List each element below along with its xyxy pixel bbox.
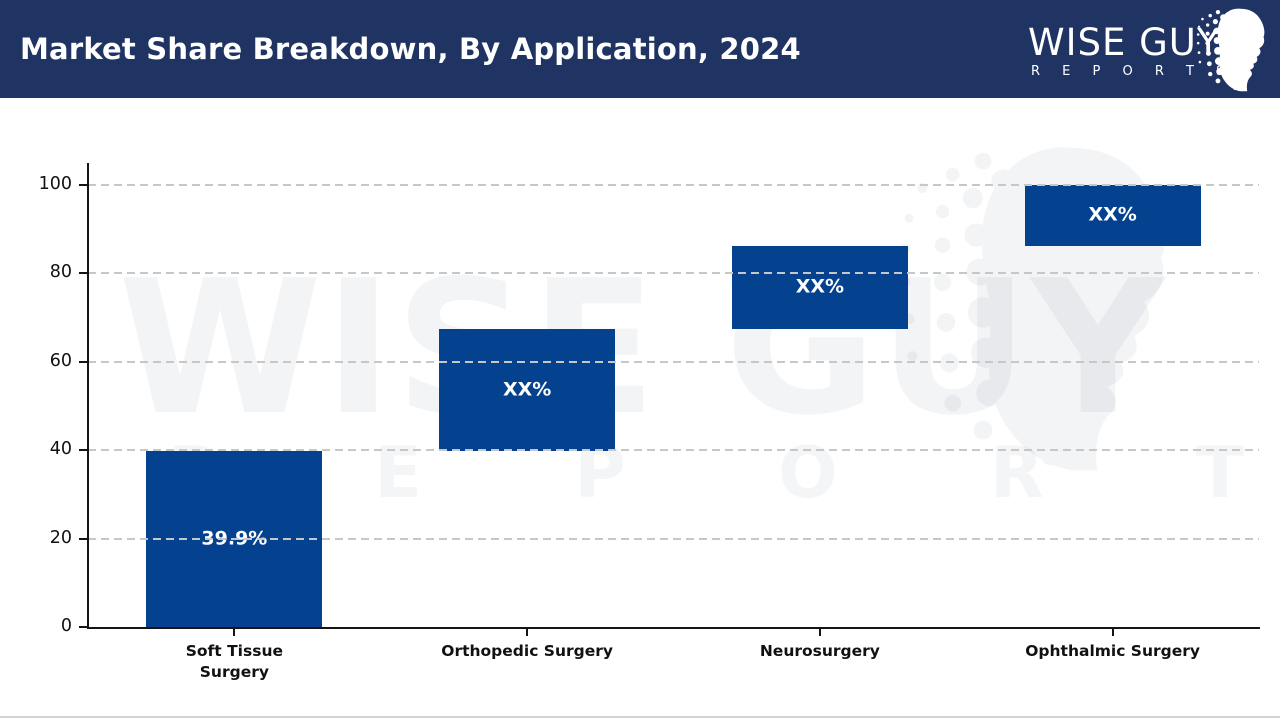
y-tick-mark	[79, 184, 87, 187]
x-tick-mark	[233, 629, 236, 636]
bar: XX%	[731, 245, 908, 329]
y-tick-label: 20	[49, 527, 72, 548]
watermark-wordmark: WISE GUY	[118, 240, 1167, 456]
bar-value-label: XX%	[502, 378, 552, 401]
y-tick-label: 100	[38, 174, 72, 195]
y-tick-label: 80	[49, 262, 72, 283]
y-tick-label: 40	[49, 439, 72, 460]
gridline	[88, 360, 1259, 363]
bar: XX%	[439, 328, 616, 451]
y-tick-mark	[79, 360, 87, 363]
footer-divider	[0, 716, 1280, 718]
y-tick-label: 0	[60, 616, 72, 636]
x-tick-label: Neurosurgery	[759, 642, 880, 660]
x-tick-label: Orthopedic Surgery	[441, 642, 613, 660]
gridline	[88, 272, 1259, 275]
y-tick-mark	[79, 449, 87, 452]
bar: XX%	[1024, 185, 1201, 246]
gridline	[88, 449, 1259, 452]
bar-value-label: XX%	[1088, 203, 1137, 226]
bar-value-label: XX%	[795, 275, 845, 298]
gridline	[88, 537, 1259, 540]
header-bar: Market Share Breakdown, By Application, …	[0, 0, 1280, 98]
y-axis-line	[87, 163, 89, 628]
x-tick-mark	[526, 629, 529, 636]
gridline	[88, 184, 1259, 187]
logo-face-icon	[1196, 8, 1265, 92]
y-tick-mark	[79, 626, 87, 628]
page-title: Market Share Breakdown, By Application, …	[20, 32, 801, 66]
x-axis-line	[87, 627, 1260, 629]
y-tick-label: 60	[49, 350, 72, 371]
watermark-face-icon	[900, 147, 1165, 471]
chart-area: WISE GUY R E P O R T S 02040608010039.9%…	[0, 98, 1280, 717]
wiseguy-logo: WISE GUY R E P O R T S	[1026, 0, 1276, 98]
x-tick-mark	[1111, 629, 1114, 636]
x-tick-mark	[818, 629, 821, 636]
x-tick-label: Ophthalmic Surgery	[1025, 642, 1201, 660]
y-tick-mark	[79, 272, 87, 275]
x-tick-label: Soft Tissue Surgery	[185, 642, 283, 681]
logo-subtext: R E P O R T S	[1031, 64, 1234, 79]
y-tick-mark	[79, 537, 87, 540]
logo-wordmark: WISE GUY	[1028, 21, 1221, 64]
